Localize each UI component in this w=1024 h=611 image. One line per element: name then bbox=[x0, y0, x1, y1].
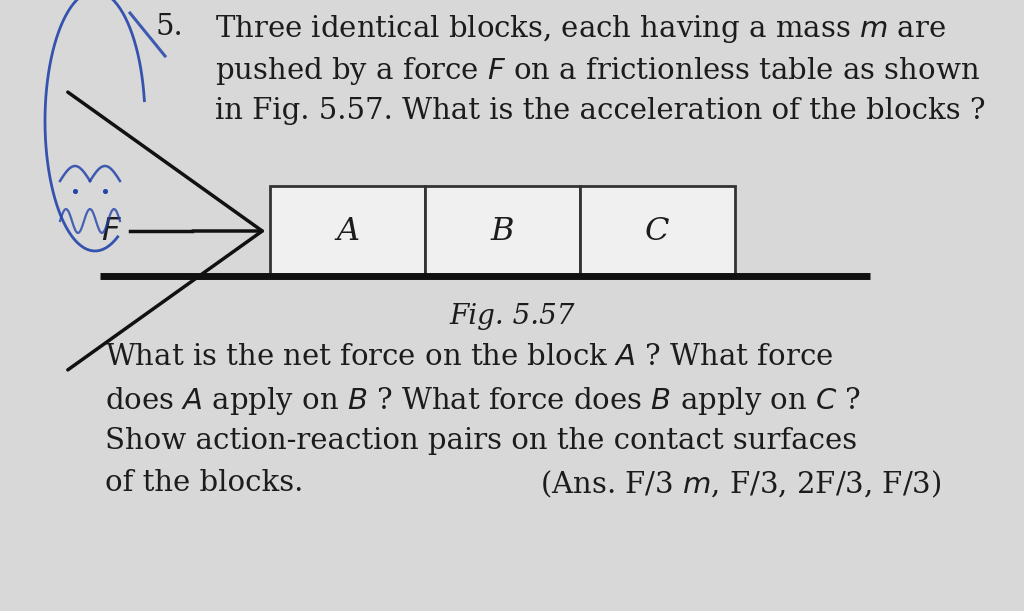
Text: Fig. 5.57: Fig. 5.57 bbox=[450, 303, 574, 330]
Text: C: C bbox=[645, 216, 670, 246]
Text: What is the net force on the block $A$ ? What force: What is the net force on the block $A$ ?… bbox=[105, 343, 834, 371]
Bar bbox=[425, 186, 580, 276]
Text: of the blocks.: of the blocks. bbox=[105, 469, 303, 497]
Text: in Fig. 5.57. What is the acceleration of the blocks ?: in Fig. 5.57. What is the acceleration o… bbox=[215, 97, 985, 125]
Text: (Ans. F/3 $m$, F/3, 2F/3, F/3): (Ans. F/3 $m$, F/3, 2F/3, F/3) bbox=[540, 469, 941, 500]
Text: pushed by a force $F$ on a frictionless table as shown: pushed by a force $F$ on a frictionless … bbox=[215, 55, 980, 87]
Text: B: B bbox=[490, 216, 514, 246]
Text: 5.: 5. bbox=[155, 13, 182, 41]
Bar bbox=[580, 186, 735, 276]
Text: $F$: $F$ bbox=[101, 216, 122, 246]
Text: A: A bbox=[336, 216, 359, 246]
Text: does $A$ apply on $B$ ? What force does $B$ apply on $C$ ?: does $A$ apply on $B$ ? What force does … bbox=[105, 385, 861, 417]
Text: Three identical blocks, each having a mass $m$ are: Three identical blocks, each having a ma… bbox=[215, 13, 946, 45]
Bar bbox=[270, 186, 425, 276]
Text: Show action-reaction pairs on the contact surfaces: Show action-reaction pairs on the contac… bbox=[105, 427, 857, 455]
